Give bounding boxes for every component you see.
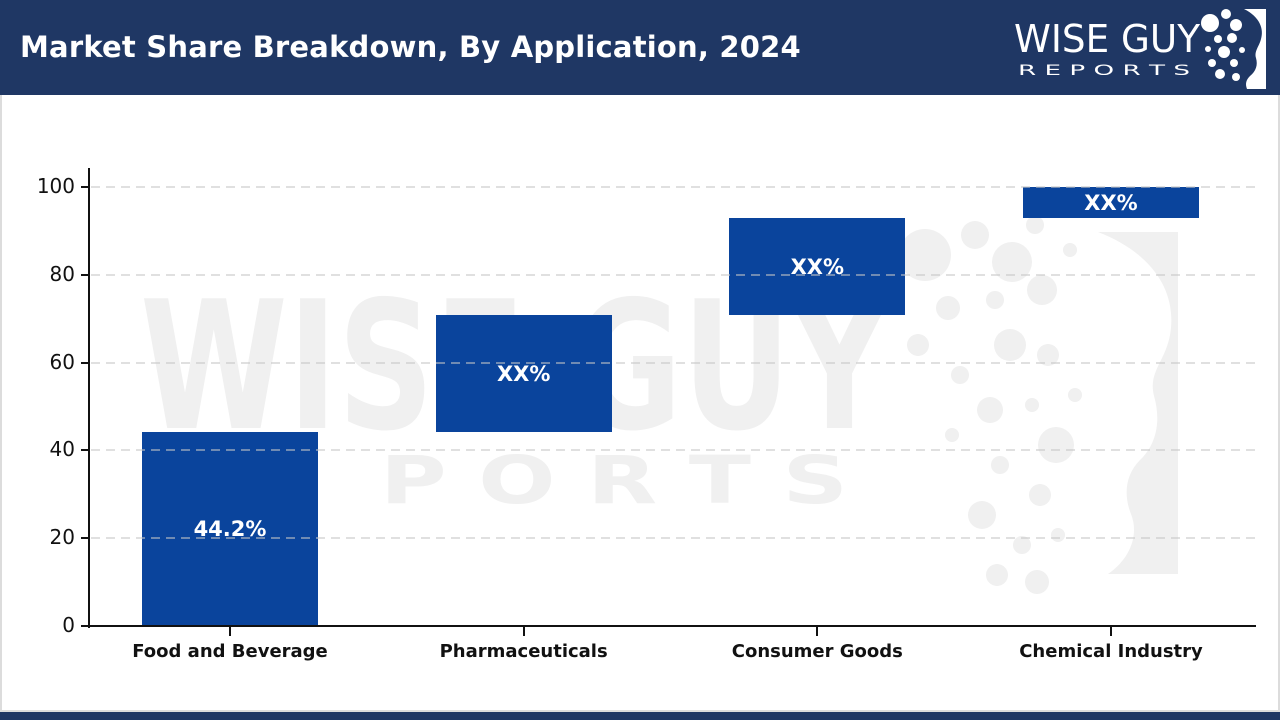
- bar-chemical-industry: XX%: [1023, 187, 1199, 219]
- x-tick-mark: [1110, 627, 1112, 636]
- bar-value-label: XX%: [1084, 190, 1138, 215]
- bar-value-label: XX%: [496, 361, 551, 386]
- x-tick-mark: [522, 627, 525, 636]
- x-category-label: Chemical Industry: [1019, 641, 1203, 662]
- x-category-label: Food and Beverage: [132, 641, 328, 662]
- logo-subtext: R E P O R T S: [1018, 63, 1190, 79]
- y-tick-label: 100: [36, 174, 75, 198]
- wise-guy-logo: WISE GUY R E P O R T S: [1014, 9, 1266, 89]
- y-tick-label: 20: [49, 525, 75, 550]
- x-category-label: Pharmaceuticals: [439, 641, 608, 662]
- x-axis-spine: [88, 625, 1256, 627]
- x-tick-mark: [229, 627, 231, 636]
- logo-face-icon: [1201, 9, 1266, 89]
- page-title: Market Share Breakdown, By Application, …: [20, 30, 801, 64]
- y-tick-label: 60: [49, 349, 75, 374]
- y-tick-mark: [81, 449, 90, 452]
- y-tick-label: 40: [49, 437, 75, 462]
- gridline: [91, 361, 1255, 364]
- gridline: [91, 273, 1255, 276]
- bar-food-and-beverage: 44.2%: [142, 431, 318, 626]
- x-tick-mark: [816, 627, 819, 636]
- gridline: [91, 449, 1255, 452]
- y-tick-label: 0: [62, 613, 75, 637]
- bar-consumer-goods: XX%: [729, 218, 906, 316]
- y-tick-mark: [81, 625, 90, 627]
- gridline: [91, 186, 1255, 188]
- y-tick-mark: [81, 537, 90, 540]
- watermark-line2: P O R T S: [380, 442, 848, 519]
- y-tick-label: 80: [49, 261, 75, 286]
- x-category-label: Consumer Goods: [731, 641, 903, 662]
- bar-pharmaceuticals: XX%: [435, 315, 612, 432]
- logo-wordmark: WISE GUY: [1014, 17, 1201, 61]
- header: Market Share Breakdown, By Application, …: [0, 0, 1280, 95]
- footer-stripe: [0, 712, 1280, 720]
- y-axis-spine: [88, 168, 90, 628]
- y-tick-mark: [81, 361, 90, 364]
- y-tick-mark: [81, 186, 90, 188]
- gridline: [91, 537, 1255, 540]
- bar-value-label: 44.2%: [193, 516, 267, 541]
- y-tick-mark: [81, 273, 90, 276]
